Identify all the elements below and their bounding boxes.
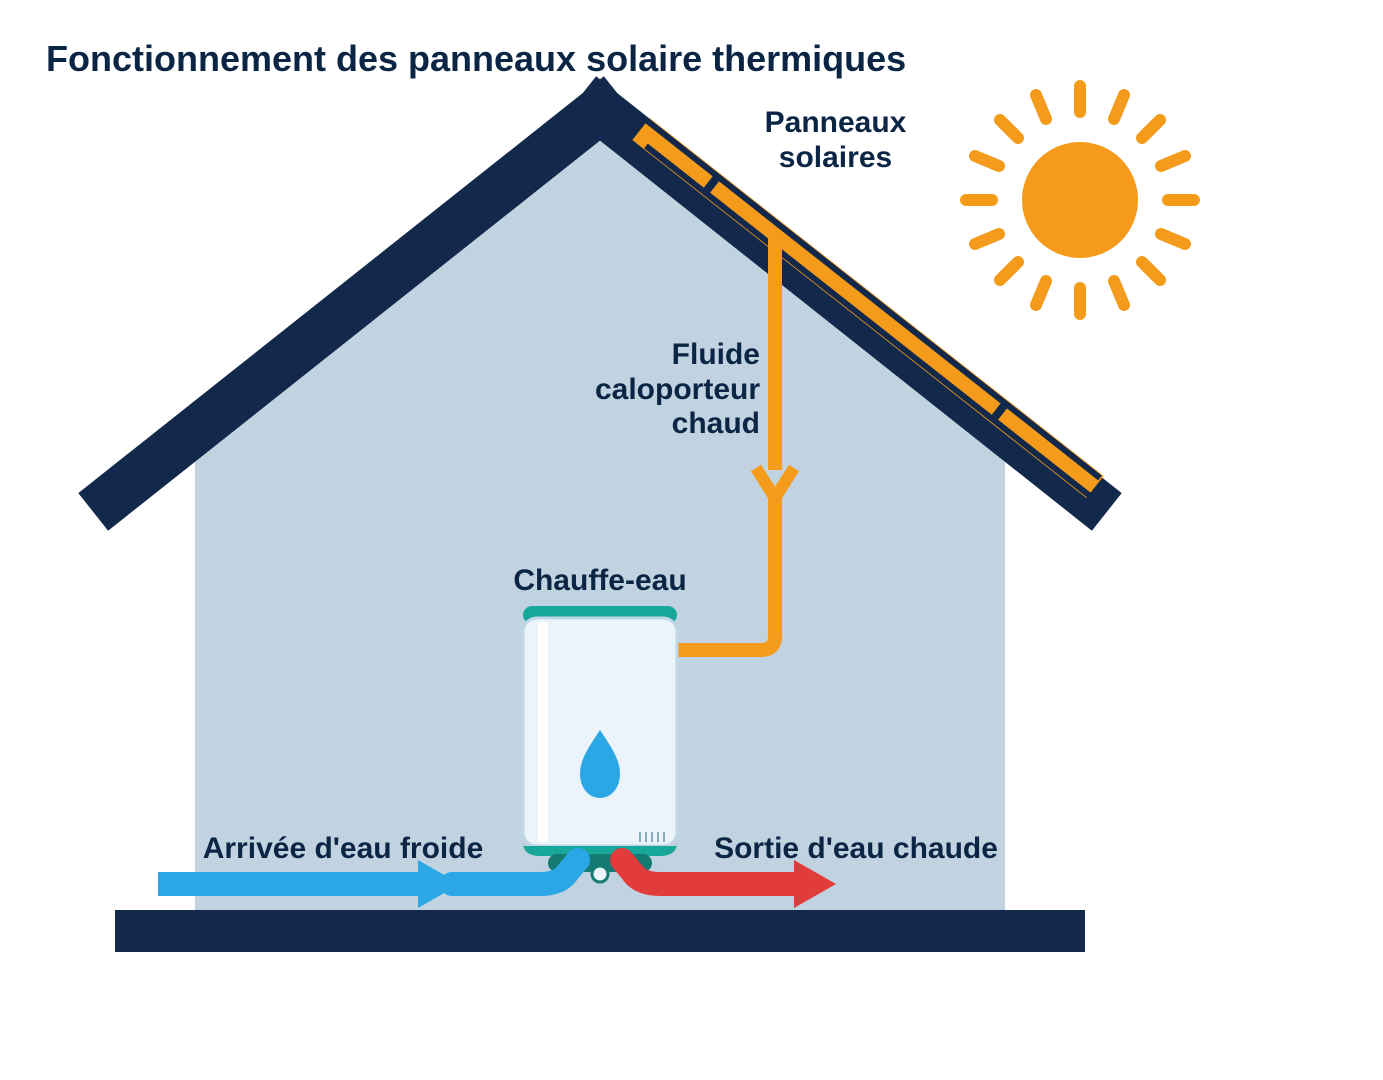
label-fluide-caloporteur: Fluidecaloporteurchaud bbox=[560, 338, 760, 442]
floor-slab bbox=[115, 910, 1085, 952]
water-heater bbox=[523, 606, 677, 882]
diagram-stage: Fonctionnement des panneaux solaire ther… bbox=[0, 0, 1383, 1080]
diagram-svg bbox=[0, 0, 1383, 1080]
label-arrivee-eau-froide: Arrivée d'eau froide bbox=[188, 832, 498, 867]
page-title: Fonctionnement des panneaux solaire ther… bbox=[46, 38, 906, 80]
sun-icon bbox=[966, 86, 1194, 314]
label-panneaux-solaires: Panneauxsolaires bbox=[748, 106, 923, 175]
label-chauffe-eau: Chauffe-eau bbox=[480, 564, 720, 599]
label-sortie-eau-chaude: Sortie d'eau chaude bbox=[686, 832, 1026, 867]
